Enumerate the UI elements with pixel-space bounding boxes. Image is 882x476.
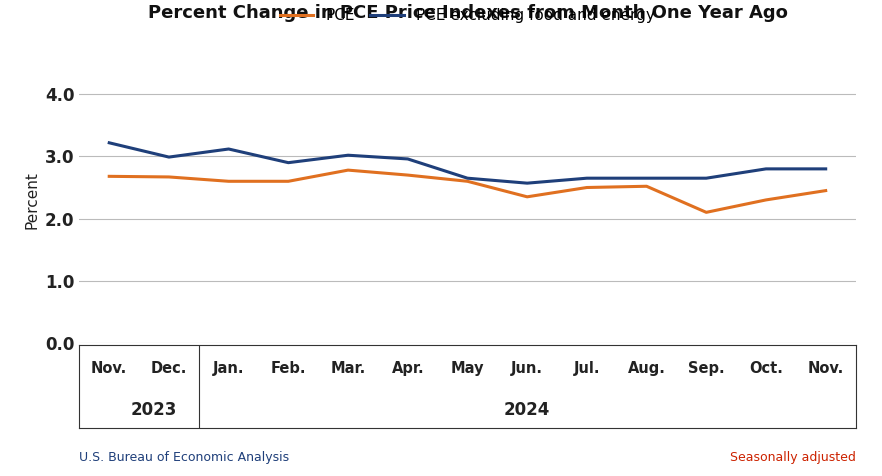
Text: 2024: 2024 [504,401,550,419]
Text: Nov.: Nov. [91,361,127,376]
Text: Jun.: Jun. [512,361,543,376]
Text: Nov.: Nov. [808,361,844,376]
Text: U.S. Bureau of Economic Analysis: U.S. Bureau of Economic Analysis [79,451,289,464]
Text: Jul.: Jul. [573,361,600,376]
Legend: PCE, PCE excluding food and energy: PCE, PCE excluding food and energy [273,2,662,29]
Text: Aug.: Aug. [628,361,666,376]
Text: Seasonally adjusted: Seasonally adjusted [729,451,856,464]
Text: Jan.: Jan. [213,361,244,376]
Text: Feb.: Feb. [271,361,306,376]
Text: Oct.: Oct. [749,361,783,376]
Text: Dec.: Dec. [151,361,187,376]
Y-axis label: Percent: Percent [25,171,40,229]
Title: Percent Change in PCE Price Indexes from Month One Year Ago: Percent Change in PCE Price Indexes from… [147,4,788,22]
Text: May: May [451,361,484,376]
Text: Mar.: Mar. [331,361,366,376]
Text: Sep.: Sep. [688,361,725,376]
Text: Apr.: Apr. [392,361,424,376]
Text: 2023: 2023 [131,401,177,419]
